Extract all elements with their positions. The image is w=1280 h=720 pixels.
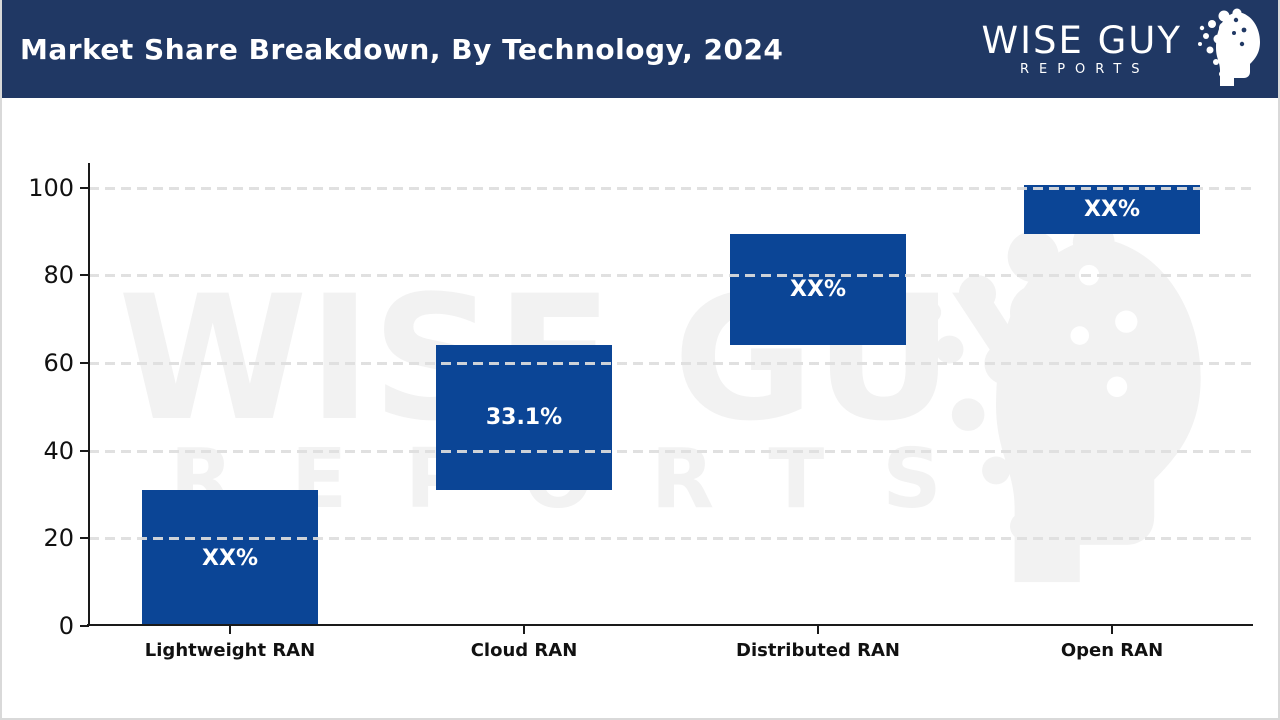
y-axis-tick-label: 100 <box>28 173 74 202</box>
brand-logo-wordmark: WISE GUY <box>981 19 1182 62</box>
y-axis-tick-label: 0 <box>58 612 74 640</box>
y-axis-tick <box>80 361 89 364</box>
bar-value-label: 33.1% <box>485 404 563 430</box>
y-axis-tick <box>80 186 89 189</box>
gridline <box>89 274 1253 278</box>
x-axis-category-label: Distributed RAN <box>736 640 900 661</box>
bar-cloud-ran: 33.1% <box>436 344 612 491</box>
y-axis-tick-label: 40 <box>43 436 74 465</box>
brand-logo-subtitle: REPORTS <box>1019 62 1150 77</box>
y-axis-tick-label: 20 <box>43 524 74 553</box>
x-axis-category-label: Cloud RAN <box>470 640 578 661</box>
x-axis-tick <box>817 626 819 634</box>
y-axis-tick <box>80 274 89 277</box>
y-axis-tick-label: 60 <box>43 348 74 377</box>
bar-distributed-ran: XX% <box>730 233 906 345</box>
header-bar: Market Share Breakdown, By Technology, 2… <box>0 0 1280 98</box>
y-axis-line <box>88 163 90 626</box>
chart-title: Market Share Breakdown, By Technology, 2… <box>20 32 784 66</box>
bar-value-label: XX% <box>790 276 846 302</box>
bar-value-label: XX% <box>1084 197 1140 223</box>
brand-logo-text: WISE GUY REPORTS <box>982 22 1182 76</box>
gridline <box>89 449 1253 453</box>
x-axis-tick <box>523 626 525 634</box>
y-axis-tick-label: 80 <box>43 261 74 290</box>
x-axis-category-label: Lightweight RAN <box>144 640 316 661</box>
bar-lightweight-ran: XX% <box>142 490 318 626</box>
y-axis-tick <box>80 449 89 452</box>
gridline <box>89 361 1253 365</box>
brand-logo: WISE GUY REPORTS <box>982 6 1262 92</box>
gridline <box>89 186 1253 190</box>
x-axis-category-label: Open RAN <box>1060 640 1164 661</box>
x-axis-line <box>87 624 1253 626</box>
bar-open-ran: XX% <box>1024 185 1200 234</box>
x-axis-tick <box>229 626 231 634</box>
gridline <box>89 537 1253 541</box>
bar-value-label: XX% <box>202 545 258 571</box>
y-axis-tick <box>80 537 89 540</box>
brand-logo-head-icon <box>1198 8 1260 86</box>
y-axis-tick <box>80 625 89 627</box>
x-axis-tick <box>1111 626 1113 634</box>
